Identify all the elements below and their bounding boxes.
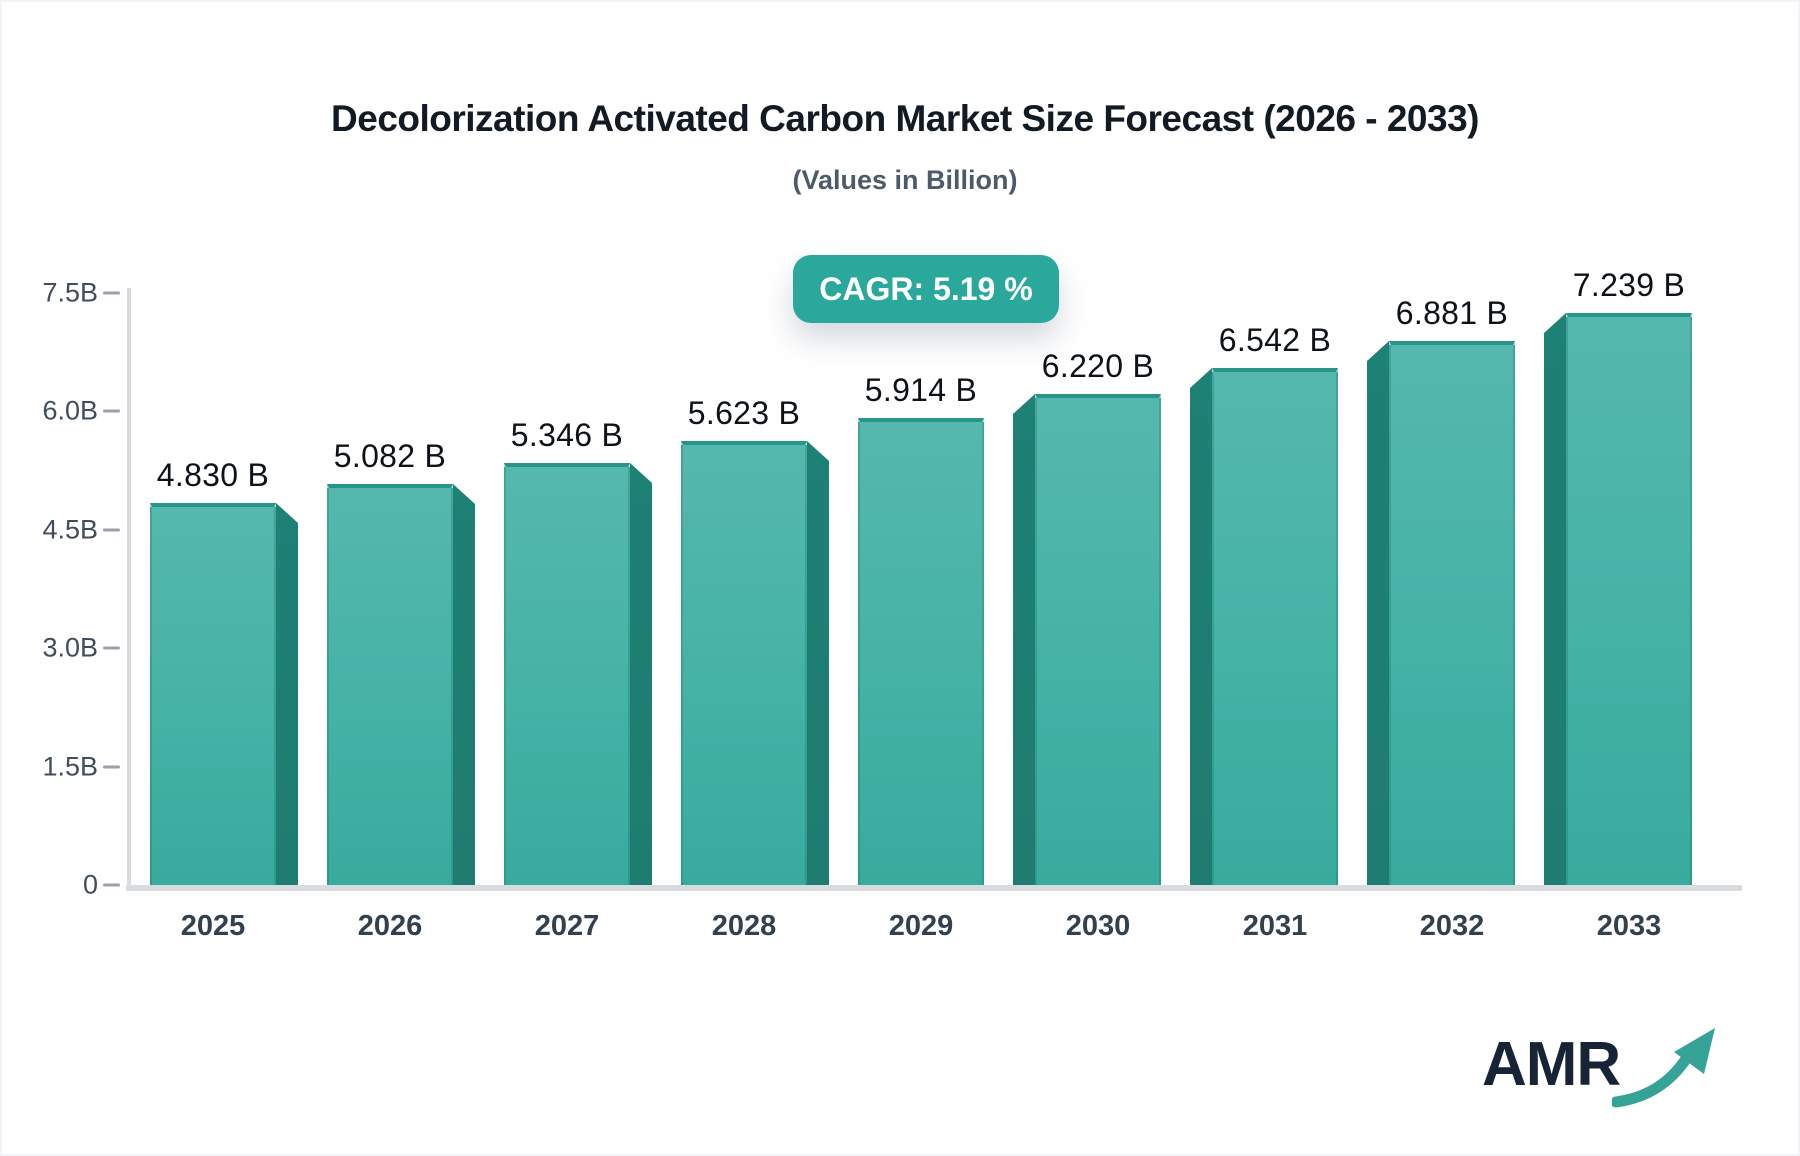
bar-face-2029 [858, 418, 984, 885]
amr-logo: AMR [1482, 1018, 1722, 1108]
bar-value-label: 5.346 B [510, 417, 624, 453]
bar-face-2030 [1035, 394, 1161, 885]
bar-value-label: 5.082 B [333, 438, 447, 474]
chart-title: Decolorization Activated Carbon Market S… [331, 98, 1479, 139]
y-tick-label: 4.5B [42, 514, 98, 544]
bar-face-2033 [1566, 313, 1692, 885]
bar-depth-side [1367, 341, 1389, 885]
bar-value-label: 4.830 B [156, 457, 270, 493]
y-tick-label: 3.0B [42, 632, 98, 663]
bar-value-label: 6.542 B [1218, 322, 1332, 358]
x-tick-label-2029: 2029 [888, 910, 954, 942]
amr-logo-text: AMR [1482, 1030, 1621, 1099]
x-axis-line [126, 885, 1742, 891]
y-axis-line [127, 288, 131, 888]
bar-face-2027 [504, 463, 630, 885]
x-tick-label-2027: 2027 [534, 910, 600, 942]
y-tick-label: 7.5B [42, 277, 98, 307]
bar-depth-side [630, 463, 652, 885]
bar-depth-side [1013, 394, 1035, 885]
y-tick-dash [103, 528, 120, 531]
y-tick-label: 6.0B [42, 395, 98, 426]
y-tick-label: 1.5B [42, 751, 98, 781]
bar-value-label: 6.881 B [1395, 295, 1509, 331]
bar-depth-side [1190, 368, 1212, 885]
bar-value-label: 5.914 B [864, 372, 978, 408]
y-tick-dash [103, 883, 120, 887]
bar-value-label: 5.623 B [687, 395, 801, 431]
bar-face-2032 [1389, 341, 1515, 885]
bar-face-2028 [681, 441, 807, 885]
y-tick-dash [103, 765, 120, 768]
bar-face-2026 [327, 484, 453, 885]
x-tick-label-2026: 2026 [357, 910, 423, 942]
y-tick-dash [103, 646, 120, 650]
y-tick-dash [103, 409, 120, 413]
cagr-badge-label: CAGR: 5.19 % [819, 270, 1033, 307]
bar-value-label: 7.239 B [1572, 267, 1686, 303]
bar-depth-side [1544, 313, 1566, 885]
x-tick-label-2028: 2028 [711, 910, 777, 942]
growth-arrow-icon [1612, 1028, 1715, 1108]
bar-depth-side [807, 441, 829, 885]
x-tick-label-2025: 2025 [180, 910, 246, 942]
x-tick-label-2030: 2030 [1065, 910, 1131, 942]
y-tick-dash [103, 291, 120, 294]
bar-face-2025 [150, 503, 276, 885]
x-tick-label-2032: 2032 [1419, 910, 1485, 942]
bar-value-label: 6.220 B [1041, 348, 1155, 384]
bar-depth-side [453, 484, 475, 885]
bar-face-2031 [1212, 368, 1338, 885]
x-tick-label-2031: 2031 [1242, 910, 1308, 942]
y-tick-label: 0 [82, 869, 98, 900]
x-tick-label-2033: 2033 [1596, 910, 1662, 942]
chart-subtitle: (Values in Billion) [792, 165, 1018, 195]
bar-depth-side [276, 503, 298, 885]
cagr-badge: CAGR: 5.19 % [793, 255, 1059, 323]
